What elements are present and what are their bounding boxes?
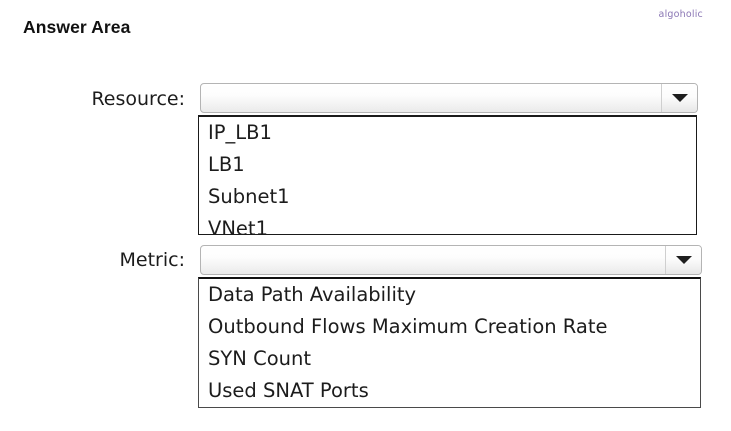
chevron-down-icon[interactable] (661, 84, 697, 112)
list-item[interactable]: SYN Count (208, 347, 311, 370)
list-item[interactable]: Outbound Flows Maximum Creation Rate (208, 315, 608, 338)
metric-combobox[interactable] (200, 245, 702, 275)
chevron-down-glyph (675, 256, 692, 264)
chevron-down-glyph (671, 94, 688, 102)
resource-option-list[interactable]: IP_LB1 LB1 Subnet1 VNet1 (198, 115, 697, 235)
resource-combobox[interactable] (200, 83, 698, 113)
watermark: algoholic (658, 9, 703, 20)
metric-option-list[interactable]: Data Path Availability Outbound Flows Ma… (198, 277, 701, 408)
metric-combobox-value (201, 246, 665, 274)
metric-label: Metric: (119, 249, 185, 271)
resource-combobox-value (201, 84, 661, 112)
resource-label: Resource: (91, 88, 185, 110)
chevron-down-icon[interactable] (665, 246, 701, 274)
list-item[interactable]: VNet1 (208, 217, 268, 235)
list-item[interactable]: IP_LB1 (208, 121, 272, 144)
list-item[interactable]: Data Path Availability (208, 283, 417, 306)
list-item[interactable]: Used SNAT Ports (208, 379, 369, 402)
list-item[interactable]: Subnet1 (208, 185, 290, 208)
list-item[interactable]: LB1 (208, 153, 245, 176)
page-title: Answer Area (23, 17, 131, 37)
